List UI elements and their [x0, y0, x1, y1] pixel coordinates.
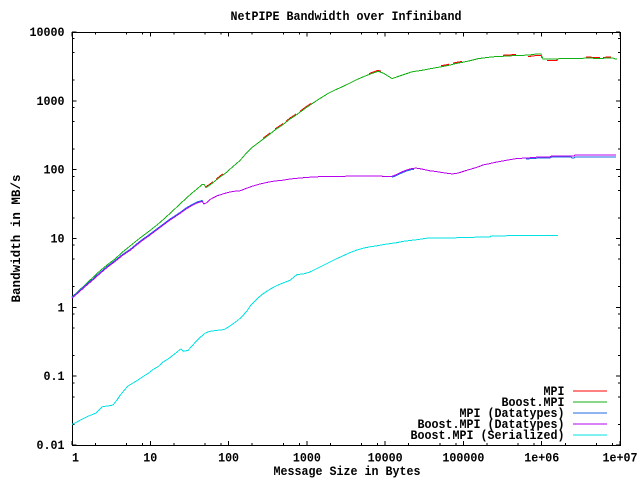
svg-text:10: 10	[143, 451, 157, 466]
svg-text:1000: 1000	[293, 451, 321, 466]
svg-text:NetPIPE Bandwidth over Infinib: NetPIPE Bandwidth over Infiniband	[231, 9, 462, 24]
svg-text:1: 1	[72, 451, 79, 466]
svg-text:1: 1	[58, 300, 65, 315]
svg-text:1000: 1000	[37, 94, 65, 109]
svg-text:Boost.MPI (Serialized): Boost.MPI (Serialized)	[411, 428, 565, 443]
svg-text:10000: 10000	[30, 25, 65, 40]
svg-text:Boost.MPI: Boost.MPI	[502, 395, 565, 410]
svg-text:100: 100	[218, 451, 239, 466]
svg-text:100: 100	[44, 163, 65, 178]
svg-text:MPI: MPI	[544, 384, 565, 399]
svg-text:Message Size in Bytes: Message Size in Bytes	[274, 464, 421, 479]
svg-text:10: 10	[51, 232, 65, 247]
svg-text:100000: 100000	[442, 451, 484, 466]
svg-text:MPI (Datatypes): MPI (Datatypes)	[460, 406, 565, 421]
svg-text:Bandwidth in MB/s: Bandwidth in MB/s	[9, 174, 24, 302]
svg-text:Boost.MPI (Datatypes): Boost.MPI (Datatypes)	[418, 417, 565, 432]
svg-text:10000: 10000	[368, 451, 403, 466]
svg-text:0.1: 0.1	[44, 369, 65, 384]
svg-text:1e+06: 1e+06	[524, 451, 559, 466]
svg-text:0.01: 0.01	[37, 438, 65, 453]
svg-text:1e+07: 1e+07	[603, 451, 638, 466]
